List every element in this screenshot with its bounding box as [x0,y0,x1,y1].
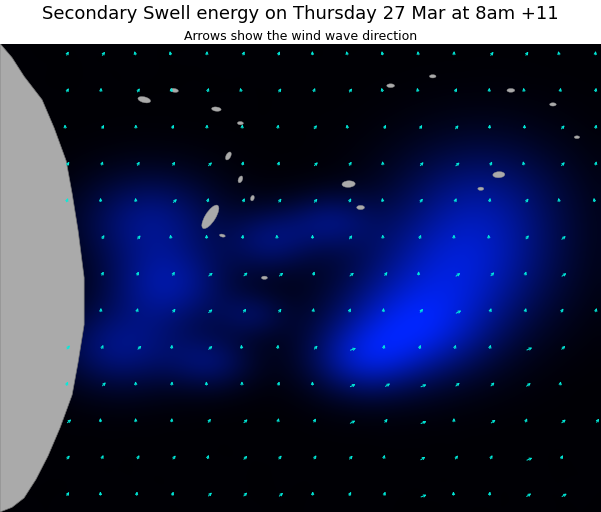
Ellipse shape [237,121,243,125]
Ellipse shape [261,276,267,280]
Ellipse shape [507,89,514,92]
Ellipse shape [356,205,364,209]
Ellipse shape [478,187,484,190]
Ellipse shape [212,107,221,111]
Ellipse shape [225,152,231,160]
Ellipse shape [493,172,505,178]
Text: Secondary Swell energy on Thursday 27 Mar at 8am +11: Secondary Swell energy on Thursday 27 Ma… [42,5,559,23]
Ellipse shape [219,234,225,237]
Ellipse shape [574,136,579,139]
Polygon shape [0,44,84,512]
Ellipse shape [170,89,178,92]
Ellipse shape [550,103,557,106]
Ellipse shape [251,196,254,201]
Ellipse shape [138,97,151,103]
Ellipse shape [342,181,355,187]
Ellipse shape [238,176,243,183]
Ellipse shape [429,75,436,78]
Ellipse shape [202,205,219,229]
Text: Arrows show the wind wave direction: Arrows show the wind wave direction [184,31,417,44]
Ellipse shape [387,84,395,88]
